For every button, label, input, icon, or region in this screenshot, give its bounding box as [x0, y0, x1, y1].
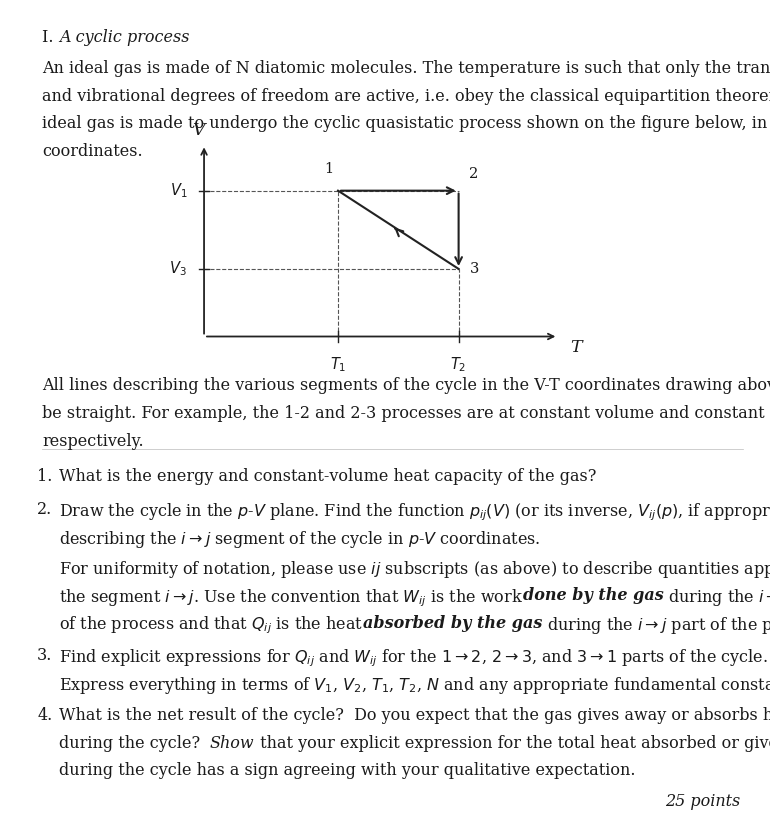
Text: An ideal gas is made of N diatomic molecules. The temperature is such that only : An ideal gas is made of N diatomic molec…: [42, 60, 770, 77]
Text: 3.: 3.: [37, 647, 52, 664]
Text: 4.: 4.: [37, 707, 52, 724]
Text: and vibrational degrees of freedom are active, i.e. obey the classical equiparti: and vibrational degrees of freedom are a…: [42, 88, 770, 104]
Text: Express everything in terms of $V_1$, $V_2$, $T_1$, $T_2$, $N$ and any appropria: Express everything in terms of $V_1$, $V…: [59, 675, 770, 696]
Text: during the $i \rightarrow j$ part: during the $i \rightarrow j$ part: [664, 587, 770, 608]
Text: 2: 2: [470, 167, 479, 180]
Text: 2.: 2.: [37, 501, 52, 518]
Text: done by the gas: done by the gas: [523, 587, 664, 604]
Text: $V_1$: $V_1$: [169, 181, 187, 200]
Text: Draw the cycle in the $p$-$V$ plane. Find the function $p_{ij}(V)$ (or its inver: Draw the cycle in the $p$-$V$ plane. Fin…: [59, 501, 770, 523]
Text: A cyclic process: A cyclic process: [59, 29, 189, 46]
Text: during the cycle?: during the cycle?: [59, 735, 210, 752]
Text: 1: 1: [324, 162, 333, 175]
Text: What is the net result of the cycle?  Do you expect that the gas gives away or a: What is the net result of the cycle? Do …: [59, 707, 770, 724]
Text: 25 points: 25 points: [665, 793, 741, 810]
Text: of the process and that $Q_{ij}$ is the heat: of the process and that $Q_{ij}$ is the …: [59, 615, 363, 636]
Text: describing the $i \rightarrow j$ segment of the cycle in $p$-$V$ coordinates.: describing the $i \rightarrow j$ segment…: [59, 529, 540, 549]
Text: T: T: [570, 339, 582, 356]
Text: 3: 3: [470, 262, 479, 276]
Text: V: V: [192, 123, 204, 139]
Text: respectively.: respectively.: [42, 433, 144, 449]
Text: For uniformity of notation, please use $ij$ subscripts (as above) to describe qu: For uniformity of notation, please use $…: [59, 559, 770, 580]
Text: absorbed by the gas: absorbed by the gas: [363, 615, 542, 631]
Text: I.: I.: [42, 29, 59, 46]
Text: ideal gas is made to undergo the cyclic quasistatic process shown on the figure : ideal gas is made to undergo the cyclic …: [42, 115, 770, 132]
Text: the segment $i \rightarrow j$. Use the convention that $W_{ij}$ is the work: the segment $i \rightarrow j$. Use the c…: [59, 587, 523, 609]
Text: coordinates.: coordinates.: [42, 143, 143, 159]
Text: be straight. For example, the 1-2 and 2-3 processes are at constant volume and c: be straight. For example, the 1-2 and 2-…: [42, 405, 770, 422]
Text: All lines describing the various segments of the cycle in the V-T coordinates dr: All lines describing the various segment…: [42, 377, 770, 394]
Text: $V_3$: $V_3$: [169, 260, 187, 278]
Text: Show: Show: [210, 735, 255, 752]
Text: What is the energy and constant-volume heat capacity of the gas?: What is the energy and constant-volume h…: [59, 468, 596, 485]
Text: that your explicit expression for the total heat absorbed or given away: that your explicit expression for the to…: [255, 735, 770, 752]
Text: $T_1$: $T_1$: [330, 355, 346, 373]
Text: Find explicit expressions for $Q_{ij}$ and $W_{ij}$ for the $1 \rightarrow 2$, $: Find explicit expressions for $Q_{ij}$ a…: [59, 647, 768, 669]
Text: during the $i \rightarrow j$ part of the process.: during the $i \rightarrow j$ part of the…: [542, 615, 770, 635]
Text: during the cycle has a sign agreeing with your qualitative expectation.: during the cycle has a sign agreeing wit…: [59, 762, 635, 779]
Text: 1.: 1.: [37, 468, 52, 485]
Text: $T_2$: $T_2$: [450, 355, 467, 373]
